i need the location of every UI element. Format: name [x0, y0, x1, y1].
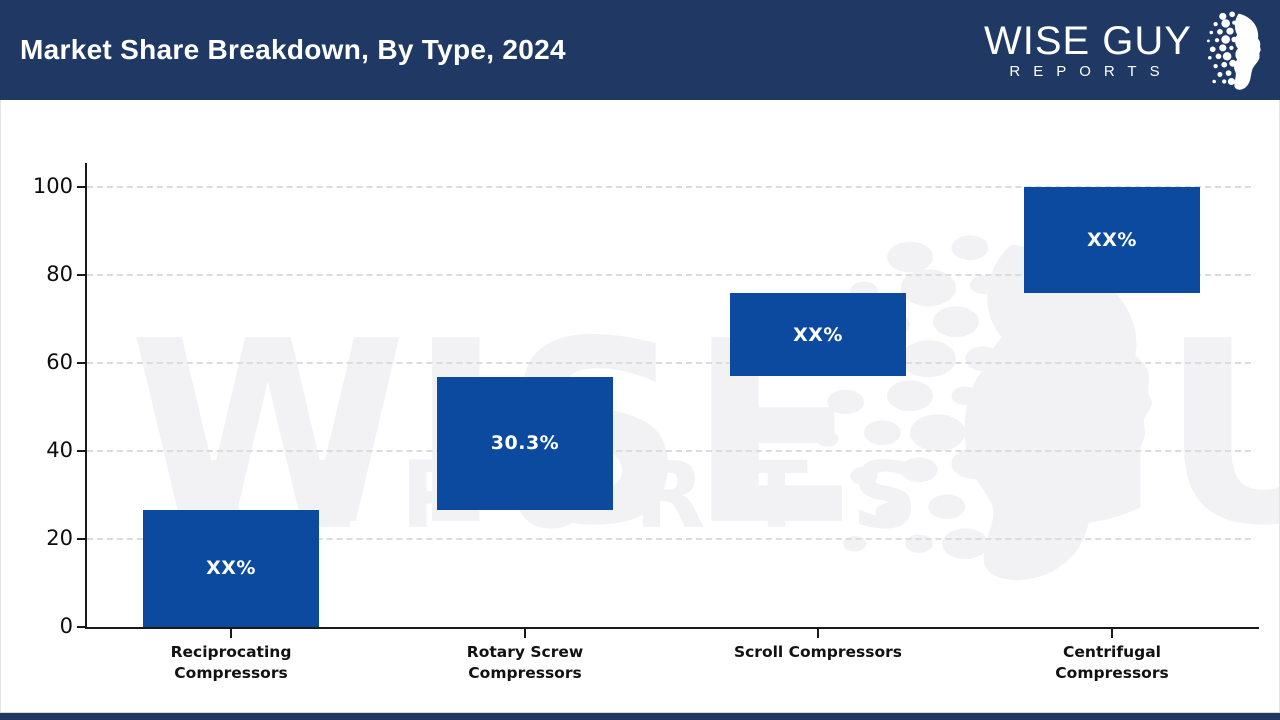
y-tick-mark — [77, 626, 86, 628]
x-tick-mark — [1111, 629, 1113, 638]
category-label: Rotary Screw Compressors — [466, 643, 584, 682]
bar-segment: XX% — [1024, 187, 1200, 294]
y-axis-spine — [85, 163, 87, 629]
logo-subtext: REPORTS — [1009, 62, 1173, 80]
y-tick-label: 60 — [46, 350, 73, 374]
category-label: Reciprocating Compressors — [170, 643, 292, 682]
gridline — [87, 362, 1251, 364]
gridline — [87, 538, 1251, 540]
bar-value-label: XX% — [793, 323, 843, 346]
y-tick-mark — [77, 450, 86, 452]
chart-title: Market Share Breakdown, By Type, 2024 — [20, 34, 566, 65]
y-tick-label: 80 — [46, 262, 73, 286]
category-label: Scroll Compressors — [733, 643, 903, 661]
gridline — [87, 186, 1251, 188]
header: Market Share Breakdown, By Type, 2024 WI… — [0, 0, 1280, 100]
footer-bar — [0, 713, 1280, 720]
logo-wordmark: WISE GUY — [983, 18, 1192, 63]
bar-segment: 30.3% — [437, 376, 613, 510]
x-axis-spine — [85, 627, 1259, 629]
category-label: Centrifugal Compressors — [1055, 643, 1169, 682]
x-tick-mark — [524, 629, 526, 638]
y-tick-label: 0 — [59, 614, 73, 638]
logo-head-icon — [1206, 11, 1261, 90]
bar-segment: XX% — [730, 293, 906, 377]
y-tick-mark — [77, 186, 86, 188]
bar-segment: XX% — [143, 509, 319, 627]
x-tick-mark — [817, 629, 819, 638]
bar-value-label: XX% — [1087, 229, 1137, 252]
y-tick-label: 20 — [46, 526, 73, 550]
bar-value-label: 30.3% — [490, 432, 560, 455]
gridline — [87, 274, 1251, 276]
y-tick-mark — [77, 362, 86, 364]
y-tick-mark — [77, 538, 86, 540]
x-tick-mark — [230, 629, 232, 638]
y-tick-mark — [77, 274, 86, 276]
bar-value-label: XX% — [206, 557, 256, 580]
gridline — [87, 450, 1251, 452]
wiseguy-logo: WISE GUY REPORTS — [984, 8, 1266, 92]
y-tick-label: 100 — [32, 174, 73, 198]
y-tick-label: 40 — [46, 438, 73, 462]
plot-area: WISE GUY REPORTS 020406080100XX%30.3%XX%… — [0, 100, 1280, 713]
